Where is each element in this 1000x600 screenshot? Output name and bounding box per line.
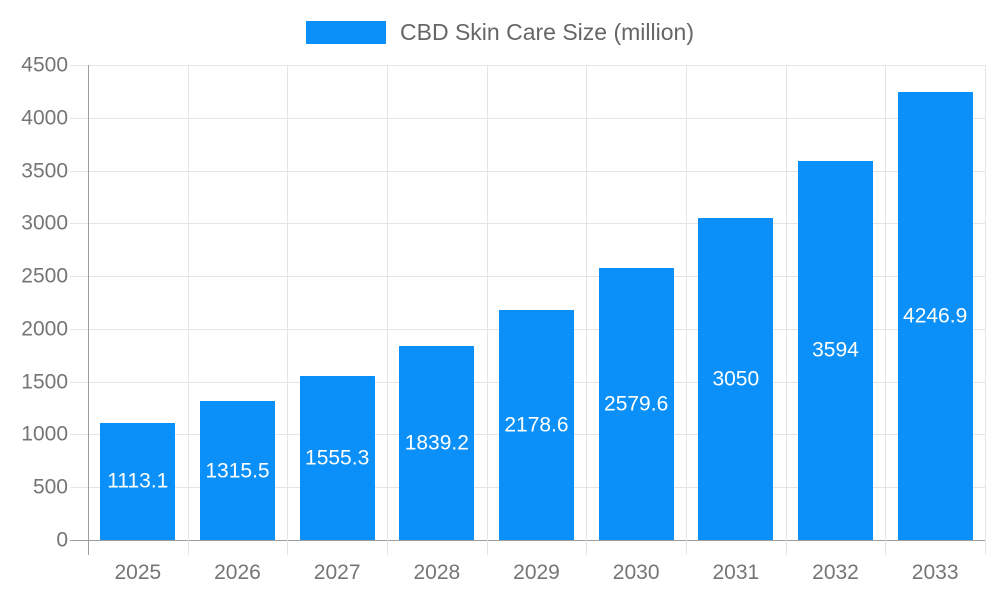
bar-2032[interactable]: 3594 xyxy=(798,160,873,540)
bar-2026[interactable]: 1315.5 xyxy=(200,401,275,540)
y-tick-label: 3500 xyxy=(21,159,68,183)
y-tick-label: 2500 xyxy=(21,264,68,288)
bar-value-label: 2178.6 xyxy=(504,413,569,437)
gridline-vertical xyxy=(386,65,388,555)
y-tick-label: 3000 xyxy=(21,211,68,235)
bar-2033[interactable]: 4246.9 xyxy=(897,91,973,540)
y-tick-label: 500 xyxy=(32,475,68,499)
bar-2025[interactable]: 1113.1 xyxy=(100,422,176,540)
x-axis-line xyxy=(70,540,985,541)
y-tick-label: 1000 xyxy=(21,422,68,446)
y-tick-label: 1500 xyxy=(21,370,68,394)
gridline-vertical xyxy=(685,65,687,555)
y-tick-label: 0 xyxy=(56,528,68,552)
bar-value-label: 1113.1 xyxy=(107,469,169,493)
x-tick-label: 2030 xyxy=(612,561,660,584)
gridline-horizontal xyxy=(70,223,985,225)
gridline-horizontal xyxy=(70,117,985,119)
y-tick-label: 2000 xyxy=(21,317,68,341)
bar-2029[interactable]: 2178.6 xyxy=(499,310,574,540)
x-tick-label: 2028 xyxy=(413,561,461,584)
legend[interactable]: CBD Skin Care Size (million) xyxy=(0,10,1000,54)
bar-value-label: 1839.2 xyxy=(404,431,469,455)
y-axis: 0 500 1000 1500 2000 2500 3000 3500 4000 4500 xyxy=(0,55,68,551)
x-tick-label: 2027 xyxy=(313,561,361,584)
bar-2028[interactable]: 1839.2 xyxy=(399,345,475,540)
bar-value-label: 2579.6 xyxy=(604,392,669,416)
gridline-vertical xyxy=(187,65,189,555)
bar-2030[interactable]: 2579.6 xyxy=(598,267,674,540)
gridline-vertical xyxy=(586,65,588,555)
gridline-horizontal xyxy=(70,65,985,66)
x-tick-label: 2025 xyxy=(114,561,162,584)
gridline-horizontal xyxy=(70,276,985,278)
x-axis: 2025 2026 2027 2028 2029 2030 2031 2032 2033 xyxy=(88,561,985,591)
bar-2027[interactable]: 1555.3 xyxy=(299,375,375,540)
gridline-vertical xyxy=(287,65,289,555)
y-axis-line xyxy=(88,65,89,555)
y-tick-label: 4000 xyxy=(21,106,68,130)
bar-value-label: 1555.3 xyxy=(305,446,370,470)
gridline-vertical xyxy=(486,65,488,555)
legend-label: CBD Skin Care Size (million) xyxy=(400,18,694,45)
x-tick-label: 2026 xyxy=(214,561,261,584)
y-tick-label: 4500 xyxy=(21,53,68,77)
bar-value-label: 1315.5 xyxy=(205,459,270,483)
gridline-horizontal xyxy=(70,170,985,172)
plot-area: 1113.1 1315.5 1555.3 1839.2 2178.6 2579.6 3050… xyxy=(70,65,986,555)
x-tick-label: 2033 xyxy=(911,561,959,584)
bar-value-label: 4246.9 xyxy=(903,304,968,328)
bar-2031[interactable]: 3050 xyxy=(698,218,774,540)
gridline-vertical xyxy=(785,65,787,555)
x-tick-label: 2032 xyxy=(812,561,859,584)
x-tick-label: 2031 xyxy=(712,561,760,584)
x-tick-label: 2029 xyxy=(513,561,560,584)
legend-swatch xyxy=(306,20,387,44)
gridline-vertical xyxy=(885,65,887,555)
gridline-vertical xyxy=(985,65,986,555)
bar-value-label: 3594 xyxy=(812,338,859,362)
bar-value-label: 3050 xyxy=(712,367,760,391)
